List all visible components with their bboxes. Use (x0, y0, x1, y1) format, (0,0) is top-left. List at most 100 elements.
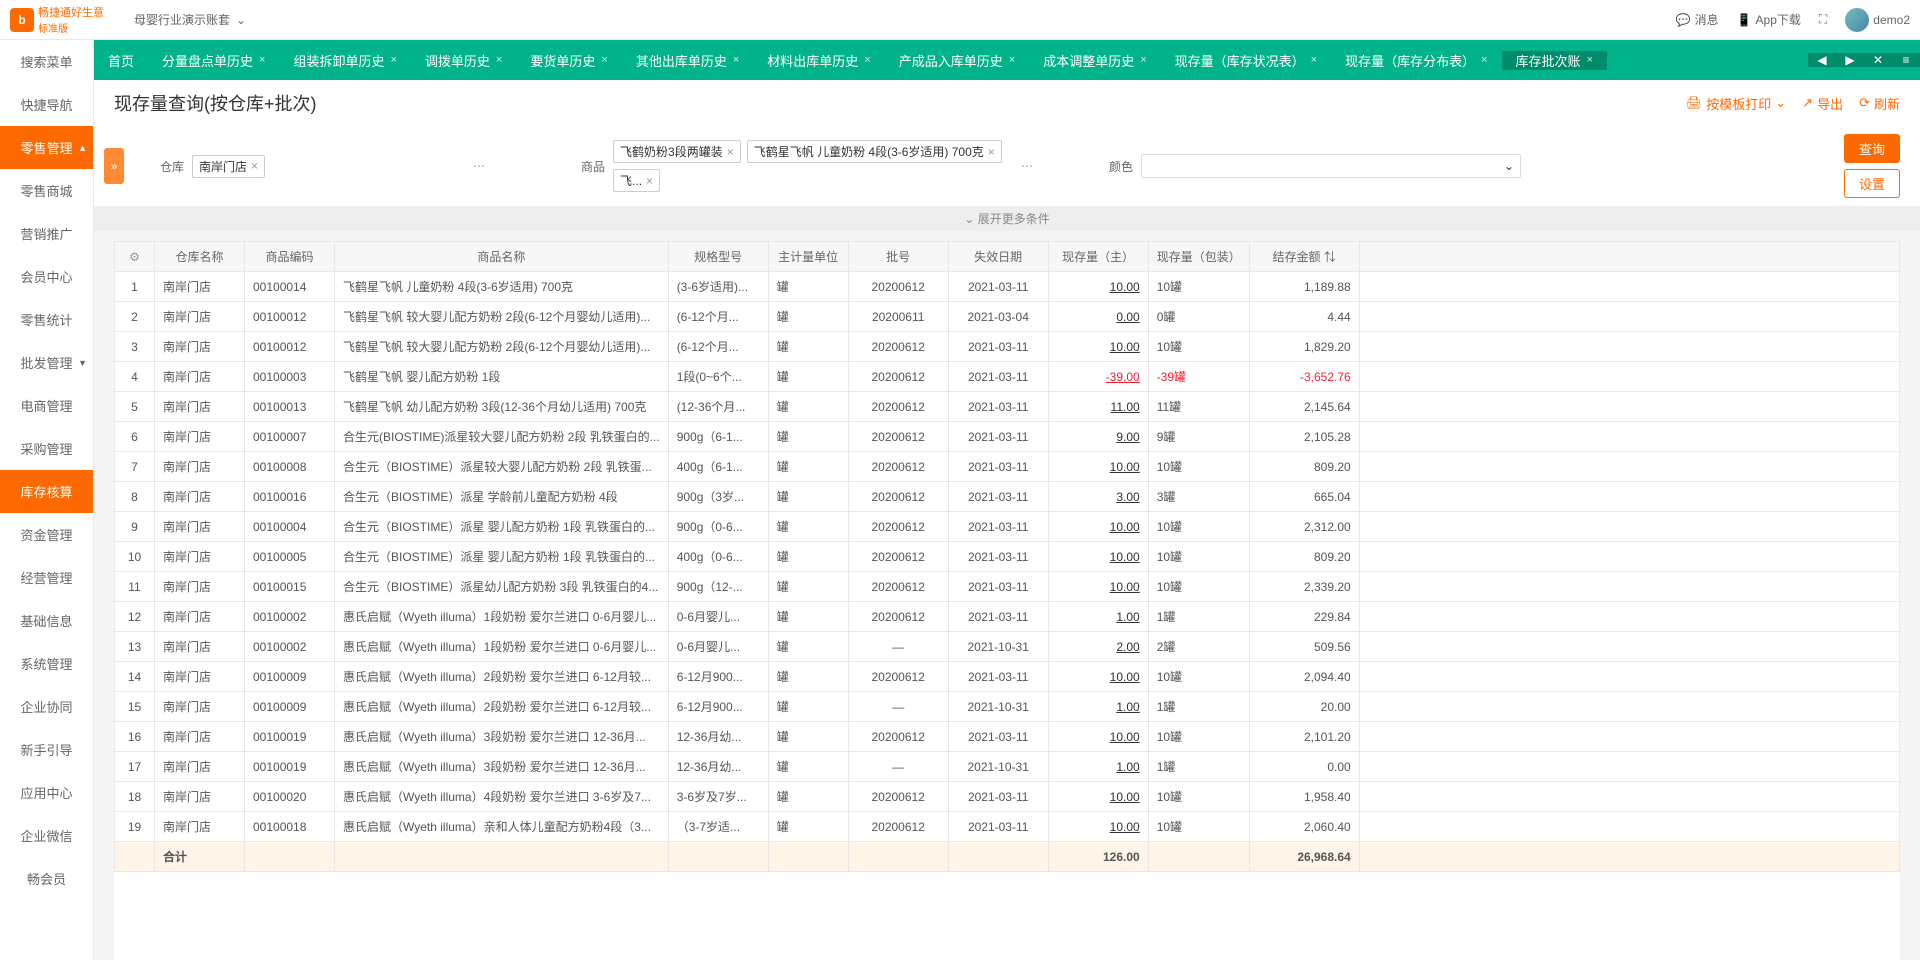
table-row[interactable]: 17南岸门店00100019惠氏启赋（Wyeth illuma）3段奶粉 爱尔兰… (115, 752, 1900, 782)
column-header[interactable]: 失效日期 (948, 242, 1048, 272)
table-row[interactable]: 13南岸门店00100002惠氏启赋（Wyeth illuma）1段奶粉 爱尔兰… (115, 632, 1900, 662)
qty-link[interactable]: 10.00 (1048, 722, 1148, 752)
messages-link[interactable]: 💬消息 (1676, 11, 1719, 28)
qty-link[interactable]: 10.00 (1048, 572, 1148, 602)
tab-close-icon[interactable]: × (1140, 54, 1146, 66)
qty-link[interactable]: 10.00 (1048, 812, 1148, 842)
sidebar-item[interactable]: 营销推广 (0, 212, 93, 255)
qty-link[interactable]: 1.00 (1048, 692, 1148, 722)
tab[interactable]: 库存批次账× (1502, 51, 1607, 70)
table-row[interactable]: 5南岸门店00100013飞鹤星飞帆 幼儿配方奶粉 3段(12-36个月幼儿适用… (115, 392, 1900, 422)
table-row[interactable]: 19南岸门店00100018惠氏启赋（Wyeth illuma）亲和人体儿童配方… (115, 812, 1900, 842)
user-menu[interactable]: demo2 (1845, 8, 1910, 32)
warehouse-chip[interactable]: 南岸门店× (192, 155, 265, 178)
product-chip[interactable]: 飞鹤星飞帆 儿童奶粉 4段(3-6岁适用) 700克× (747, 140, 1002, 163)
tab[interactable]: 调拨单历史× (411, 51, 516, 70)
table-row[interactable]: 8南岸门店00100016合生元（BIOSTIME）派星 学龄前儿童配方奶粉 4… (115, 482, 1900, 512)
table-row[interactable]: 6南岸门店00100007合生元(BIOSTIME)派星较大婴儿配方奶粉 2段 … (115, 422, 1900, 452)
column-header[interactable]: 现存量（主） (1048, 242, 1148, 272)
expand-filters[interactable]: ⌄ 展开更多条件 (94, 206, 1920, 231)
account-selector[interactable]: 母婴行业演示账套 ⌄ (134, 11, 246, 28)
table-row[interactable]: 14南岸门店00100009惠氏启赋（Wyeth illuma）2段奶粉 爱尔兰… (115, 662, 1900, 692)
tab-close-icon[interactable]: × (1481, 54, 1487, 66)
table-row[interactable]: 12南岸门店00100002惠氏启赋（Wyeth illuma）1段奶粉 爱尔兰… (115, 602, 1900, 632)
tab-close-icon[interactable]: × (1311, 54, 1317, 66)
qty-link[interactable]: 10.00 (1048, 542, 1148, 572)
qty-link[interactable]: 11.00 (1048, 392, 1148, 422)
qty-link[interactable]: 10.00 (1048, 512, 1148, 542)
tab-scroll-left[interactable]: ◀ (1808, 53, 1836, 67)
column-header[interactable]: 商品名称 (335, 242, 669, 272)
table-row[interactable]: 7南岸门店00100008合生元（BIOSTIME）派星较大婴儿配方奶粉 2段 … (115, 452, 1900, 482)
filter-collapse-toggle[interactable]: » (104, 148, 124, 184)
app-download-link[interactable]: 📱App下载 (1737, 11, 1801, 28)
sidebar-item[interactable]: 系统管理 (0, 642, 93, 685)
sidebar-item[interactable]: 零售商城 (0, 169, 93, 212)
column-header[interactable]: 现存量（包装） (1148, 242, 1249, 272)
table-row[interactable]: 2南岸门店00100012飞鹤星飞帆 较大婴儿配方奶粉 2段(6-12个月婴幼儿… (115, 302, 1900, 332)
sidebar-item[interactable]: 快捷导航 (0, 83, 93, 126)
tab-close-icon[interactable]: × (390, 54, 396, 66)
tab-close-icon[interactable]: × (259, 54, 265, 66)
column-header[interactable]: 仓库名称 (155, 242, 245, 272)
qty-link[interactable]: 10.00 (1048, 662, 1148, 692)
sidebar-item[interactable]: 采购管理 (0, 427, 93, 470)
tab[interactable]: 组装拆卸单历史× (279, 51, 410, 70)
sidebar-item[interactable]: 会员中心 (0, 255, 93, 298)
qty-link[interactable]: 10.00 (1048, 452, 1148, 482)
sidebar-item[interactable]: 企业微信 (0, 814, 93, 857)
sidebar-item[interactable]: 零售统计 (0, 298, 93, 341)
column-header[interactable]: 规格型号 (668, 242, 768, 272)
tab-close-icon[interactable]: × (733, 54, 739, 66)
refresh-button[interactable]: ⟳刷新 (1859, 94, 1900, 113)
product-chip[interactable]: 飞鹤奶粉3段两罐装× (613, 140, 741, 163)
qty-link[interactable]: 3.00 (1048, 482, 1148, 512)
table-row[interactable]: 4南岸门店00100003飞鹤星飞帆 婴儿配方奶粉 1段1段(0~6个...罐2… (115, 362, 1900, 392)
tab[interactable]: 其他出库单历史× (622, 51, 753, 70)
tab[interactable]: 首页 (94, 51, 148, 70)
column-header[interactable]: 批号 (848, 242, 948, 272)
product-chip[interactable]: 飞...× (613, 169, 660, 192)
tab[interactable]: 分量盘点单历史× (148, 51, 279, 70)
table-row[interactable]: 11南岸门店00100015合生元（BIOSTIME）派星幼儿配方奶粉 3段 乳… (115, 572, 1900, 602)
tab[interactable]: 现存量（库存分布表）× (1331, 51, 1501, 70)
tab[interactable]: 要货单历史× (516, 51, 621, 70)
tab-scroll-right[interactable]: ▶ (1836, 53, 1864, 67)
qty-link[interactable]: 10.00 (1048, 782, 1148, 812)
column-header[interactable]: 主计量单位 (768, 242, 848, 272)
sidebar-item[interactable]: 批发管理▼ (0, 341, 93, 384)
settings-button[interactable]: 设置 (1844, 169, 1900, 198)
sidebar-item[interactable]: 库存核算 (0, 470, 93, 513)
table-row[interactable]: 1南岸门店00100014飞鹤星飞帆 儿童奶粉 4段(3-6岁适用) 700克(… (115, 272, 1900, 302)
tab[interactable]: 成本调整单历史× (1029, 51, 1160, 70)
chip-remove-icon[interactable]: × (727, 145, 734, 159)
tab[interactable]: 材料出库单历史× (753, 51, 884, 70)
chip-remove-icon[interactable]: × (988, 145, 995, 159)
chip-remove-icon[interactable]: × (646, 174, 653, 188)
query-button[interactable]: 查询 (1844, 134, 1900, 163)
export-button[interactable]: ↗导出 (1802, 94, 1843, 113)
qty-link[interactable]: 10.00 (1048, 332, 1148, 362)
sidebar-item[interactable]: 资金管理 (0, 513, 93, 556)
tab-menu[interactable]: ≡ (1892, 53, 1920, 67)
qty-link[interactable]: 9.00 (1048, 422, 1148, 452)
tab-close-icon[interactable]: × (496, 54, 502, 66)
qty-link[interactable]: 2.00 (1048, 632, 1148, 662)
qty-link[interactable]: 1.00 (1048, 752, 1148, 782)
qty-link[interactable]: 1.00 (1048, 602, 1148, 632)
sidebar-item[interactable]: 经营管理 (0, 556, 93, 599)
fullscreen-icon[interactable]: ⛶ (1819, 12, 1827, 27)
tab[interactable]: 产成品入库单历史× (885, 51, 1029, 70)
print-button[interactable]: 🖨按模板打印⌄ (1686, 94, 1786, 113)
chip-remove-icon[interactable]: × (251, 159, 258, 173)
column-header[interactable]: 结存金额 ⇅ (1249, 242, 1359, 272)
tab-close-all[interactable]: ✕ (1864, 53, 1892, 67)
tab-close-icon[interactable]: × (601, 54, 607, 66)
tab[interactable]: 现存量（库存状况表）× (1161, 51, 1331, 70)
table-row[interactable]: 10南岸门店00100005合生元（BIOSTIME）派星 婴儿配方奶粉 1段 … (115, 542, 1900, 572)
qty-link[interactable]: 10.00 (1048, 272, 1148, 302)
table-row[interactable]: 9南岸门店00100004合生元（BIOSTIME）派星 婴儿配方奶粉 1段 乳… (115, 512, 1900, 542)
qty-link[interactable]: 0.00 (1048, 302, 1148, 332)
gear-icon[interactable]: ⚙ (115, 242, 155, 272)
sidebar-item[interactable]: 零售管理▲ (0, 126, 93, 169)
